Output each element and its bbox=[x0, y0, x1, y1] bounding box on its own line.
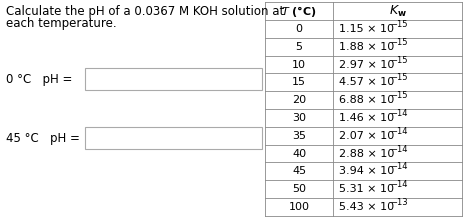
Text: 35: 35 bbox=[292, 131, 306, 141]
Text: −13: −13 bbox=[390, 198, 408, 207]
Text: 10: 10 bbox=[292, 59, 306, 70]
Text: −15: −15 bbox=[390, 38, 407, 47]
Text: −14: −14 bbox=[390, 145, 407, 154]
Text: 1.46 × 10: 1.46 × 10 bbox=[339, 113, 394, 123]
Text: 15: 15 bbox=[292, 77, 306, 87]
Text: 1.15 × 10: 1.15 × 10 bbox=[339, 24, 394, 34]
Text: 20: 20 bbox=[292, 95, 306, 105]
Text: 4.57 × 10: 4.57 × 10 bbox=[339, 77, 394, 87]
Text: 50: 50 bbox=[292, 184, 306, 194]
Text: 0: 0 bbox=[295, 24, 303, 34]
Text: −14: −14 bbox=[390, 109, 407, 118]
Bar bbox=[85, 68, 262, 90]
Text: 2.88 × 10: 2.88 × 10 bbox=[339, 148, 394, 158]
Text: 100: 100 bbox=[288, 202, 310, 212]
Text: 5: 5 bbox=[295, 42, 303, 52]
Text: 45: 45 bbox=[292, 166, 306, 176]
Text: −14: −14 bbox=[390, 127, 407, 136]
Text: each temperature.: each temperature. bbox=[6, 17, 117, 30]
Text: 3.94 × 10: 3.94 × 10 bbox=[339, 166, 394, 176]
Text: 5.31 × 10: 5.31 × 10 bbox=[339, 184, 394, 194]
Text: 40: 40 bbox=[292, 148, 306, 158]
Text: −14: −14 bbox=[390, 162, 407, 171]
Text: −14: −14 bbox=[390, 180, 407, 189]
Bar bbox=[85, 127, 262, 149]
Text: −15: −15 bbox=[390, 91, 407, 100]
Text: 2.07 × 10: 2.07 × 10 bbox=[339, 131, 394, 141]
Text: Calculate the pH of a 0.0367 M KOH solution at: Calculate the pH of a 0.0367 M KOH solut… bbox=[6, 5, 284, 18]
Text: 5.43 × 10: 5.43 × 10 bbox=[339, 202, 394, 212]
Text: 45 °C   pH =: 45 °C pH = bbox=[6, 132, 80, 145]
Text: 1.88 × 10: 1.88 × 10 bbox=[339, 42, 394, 52]
Text: −15: −15 bbox=[390, 73, 407, 82]
Text: −15: −15 bbox=[390, 55, 407, 64]
Text: $\mathit{T}$ (°C): $\mathit{T}$ (°C) bbox=[281, 4, 317, 18]
Text: $\mathbf{\mathit{K}_{w}}$: $\mathbf{\mathit{K}_{w}}$ bbox=[389, 4, 406, 18]
Text: −15: −15 bbox=[390, 20, 407, 29]
Text: 2.97 × 10: 2.97 × 10 bbox=[339, 59, 394, 70]
Text: 30: 30 bbox=[292, 113, 306, 123]
Text: 0 °C   pH =: 0 °C pH = bbox=[6, 73, 73, 86]
Text: 6.88 × 10: 6.88 × 10 bbox=[339, 95, 394, 105]
